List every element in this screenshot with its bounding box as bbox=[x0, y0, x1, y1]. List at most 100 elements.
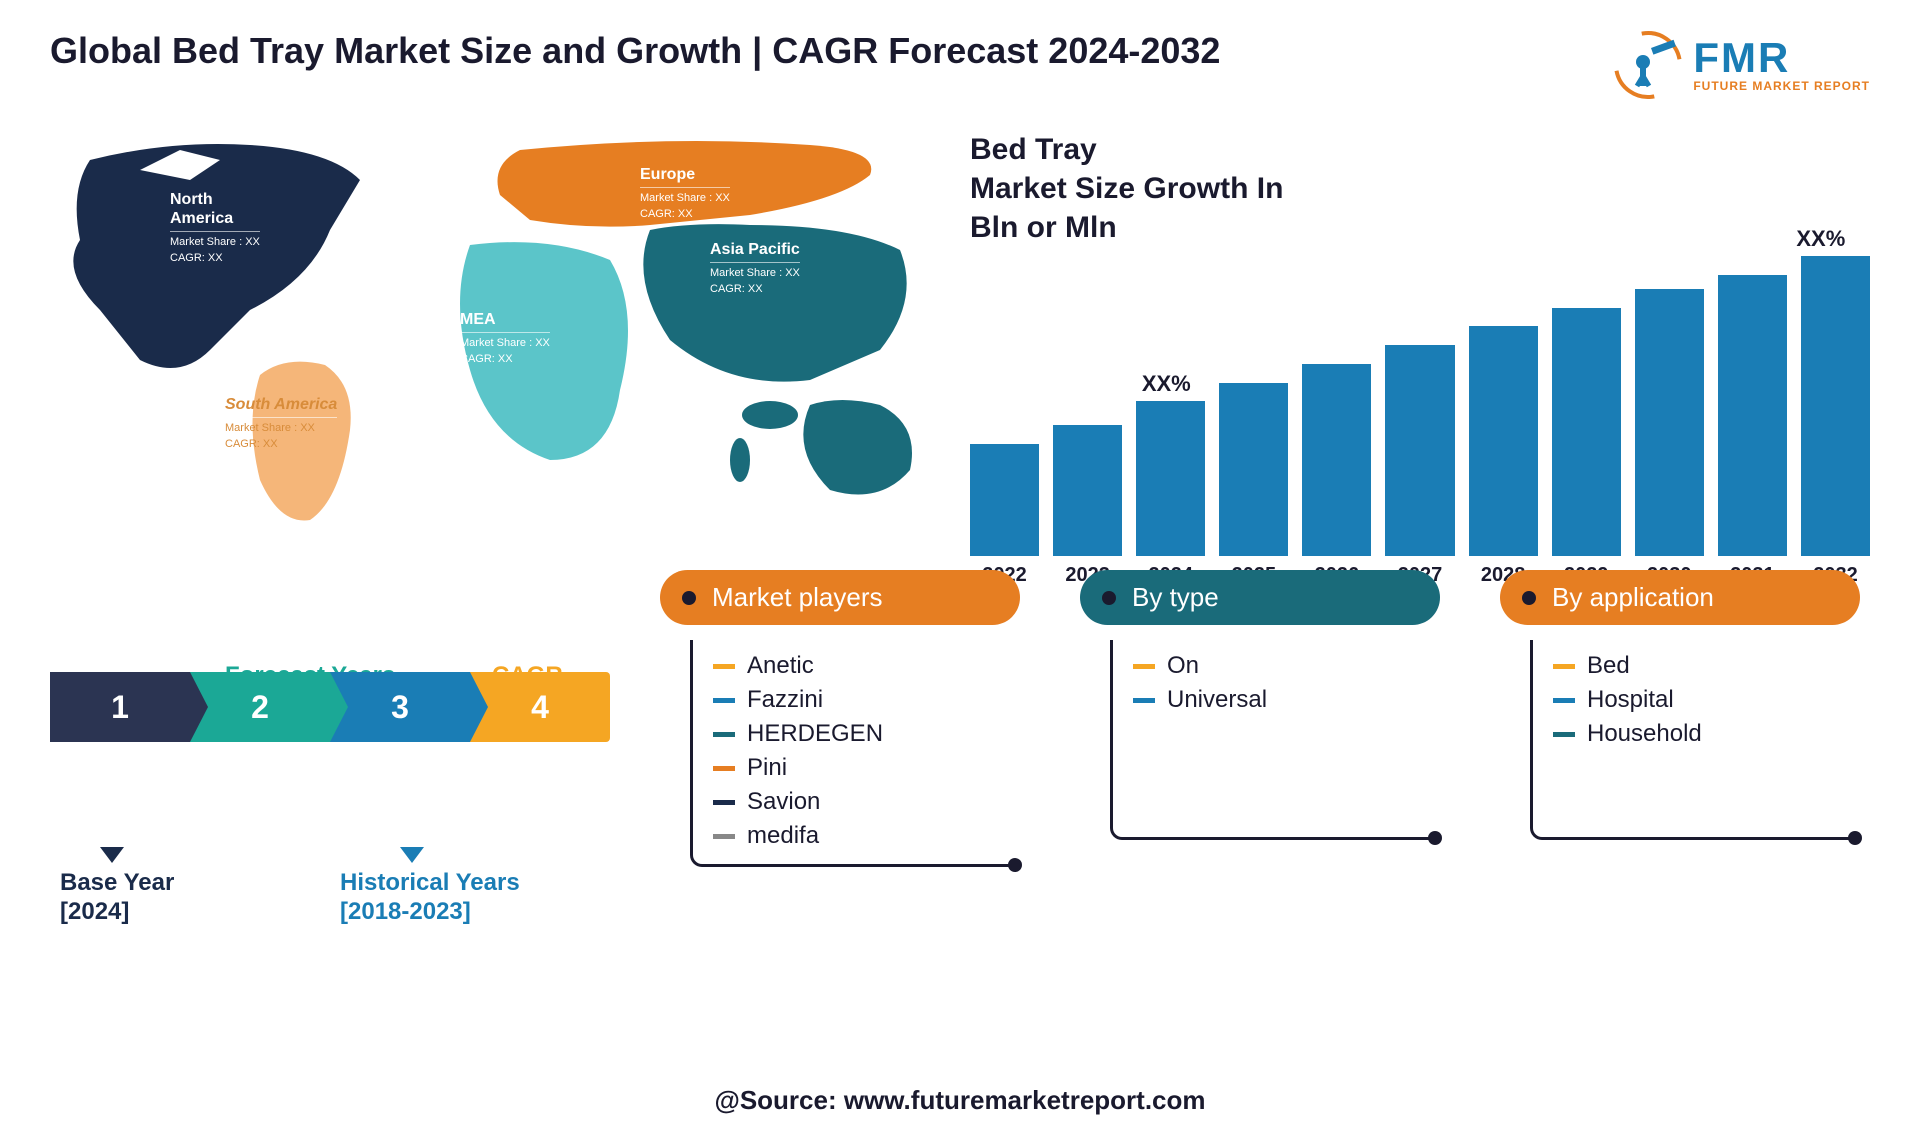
category-item-label: Anetic bbox=[747, 652, 814, 680]
bar-rect bbox=[1552, 308, 1621, 556]
category-block: By application Bed Hospital Househo bbox=[1500, 570, 1860, 867]
category-item: Fazzini bbox=[713, 686, 1020, 714]
bar: 2022 bbox=[970, 444, 1039, 588]
category-item: Universal bbox=[1133, 686, 1440, 714]
logo-sub: FUTURE MARKET REPORT bbox=[1693, 79, 1870, 93]
category-item: Anetic bbox=[713, 652, 1020, 680]
category-body: Bed Hospital Household bbox=[1530, 640, 1860, 840]
category-header: By application bbox=[1500, 570, 1860, 625]
bar-rect bbox=[970, 444, 1039, 557]
category-item: On bbox=[1133, 652, 1440, 680]
page-title: Global Bed Tray Market Size and Growth |… bbox=[50, 30, 1220, 72]
tick-icon bbox=[1133, 664, 1155, 669]
chart-title: Bed Tray Market Size Growth In Bln or Ml… bbox=[970, 130, 1870, 247]
bar-annotation: XX% bbox=[1796, 226, 1845, 252]
region-label: South America Market Share : XXCAGR: XX bbox=[225, 395, 337, 452]
category-header-label: Market players bbox=[712, 582, 883, 613]
bar-rect bbox=[1469, 326, 1538, 556]
category-item-label: Hospital bbox=[1587, 686, 1674, 714]
bar: 2031 bbox=[1718, 275, 1787, 587]
bar-rect bbox=[1302, 364, 1371, 556]
region-label: MEA Market Share : XXCAGR: XX bbox=[460, 310, 550, 367]
region-label: Asia Pacific Market Share : XXCAGR: XX bbox=[710, 240, 800, 297]
logo: FMR FUTURE MARKET REPORT bbox=[1613, 30, 1870, 100]
category-item-label: Bed bbox=[1587, 652, 1630, 680]
category-item-label: medifa bbox=[747, 822, 819, 850]
category-body: On Universal bbox=[1110, 640, 1440, 840]
tick-icon bbox=[713, 834, 735, 839]
historical-label: Historical Years [2018-2023] bbox=[340, 847, 520, 927]
header: Global Bed Tray Market Size and Growth |… bbox=[50, 30, 1870, 100]
category-header: Market players bbox=[660, 570, 1020, 625]
telescope-icon bbox=[1613, 30, 1683, 100]
bar-container: 2022 2023 2024 2025 2026 2027 2028 2029 … bbox=[970, 267, 1870, 587]
category-item-label: Fazzini bbox=[747, 686, 823, 714]
bar-rect bbox=[1385, 345, 1454, 556]
base-year-label: Base Year [2024] bbox=[60, 847, 174, 927]
bar: 2024 bbox=[1136, 401, 1205, 587]
tick-icon bbox=[1133, 698, 1155, 703]
timeline-bar: 1234 bbox=[50, 672, 610, 742]
bar-rect bbox=[1635, 289, 1704, 556]
region-label: North America Market Share : XXCAGR: XX bbox=[170, 190, 260, 266]
dot-icon bbox=[682, 591, 696, 605]
tick-icon bbox=[713, 698, 735, 703]
category-item-label: Universal bbox=[1167, 686, 1267, 714]
category-item: medifa bbox=[713, 822, 1020, 850]
timeline-step: 3 bbox=[330, 672, 470, 742]
tick-icon bbox=[1553, 698, 1575, 703]
region-label: Europe Market Share : XXCAGR: XX bbox=[640, 165, 730, 222]
timeline-step: 2 bbox=[190, 672, 330, 742]
category-header-label: By application bbox=[1552, 582, 1714, 613]
source-text: @Source: www.futuremarketreport.com bbox=[714, 1085, 1205, 1116]
bar-chart: Bed Tray Market Size Growth In Bln or Ml… bbox=[970, 130, 1870, 587]
category-block: Market players Anetic Fazzini HERDE bbox=[660, 570, 1020, 867]
timeline-step: 4 bbox=[470, 672, 610, 742]
chart-title-line3: Bln or Mln bbox=[970, 211, 1117, 244]
bar-rect bbox=[1801, 256, 1870, 556]
category-header: By type bbox=[1080, 570, 1440, 625]
categories-row: Market players Anetic Fazzini HERDE bbox=[660, 570, 1860, 867]
category-item-label: Savion bbox=[747, 788, 820, 816]
category-item: HERDEGEN bbox=[713, 720, 1020, 748]
bar: 2028 bbox=[1469, 326, 1538, 587]
tick-icon bbox=[713, 800, 735, 805]
world-map: North America Market Share : XXCAGR: XX S… bbox=[50, 130, 930, 530]
bar: 2032 bbox=[1801, 256, 1870, 587]
category-block: By type On Universal bbox=[1080, 570, 1440, 867]
category-body: Anetic Fazzini HERDEGEN Pini bbox=[690, 640, 1020, 867]
logo-text: FMR FUTURE MARKET REPORT bbox=[1693, 37, 1870, 93]
bar-rect bbox=[1718, 275, 1787, 556]
category-item: Pini bbox=[713, 754, 1020, 782]
bar: 2030 bbox=[1635, 289, 1704, 587]
category-item: Household bbox=[1553, 720, 1860, 748]
bar: 2023 bbox=[1053, 425, 1122, 587]
bar: 2026 bbox=[1302, 364, 1371, 587]
logo-main: FMR bbox=[1693, 37, 1870, 79]
bar-annotation: XX% bbox=[1142, 371, 1191, 397]
tick-icon bbox=[713, 664, 735, 669]
timeline-step: 1 bbox=[50, 672, 190, 742]
triangle-down-icon bbox=[400, 847, 424, 863]
tick-icon bbox=[1553, 664, 1575, 669]
tick-icon bbox=[713, 732, 735, 737]
chart-title-line2: Market Size Growth In bbox=[970, 172, 1283, 205]
timeline: Forecast Years [2024-2032] CAGR XX%% 123… bbox=[50, 672, 630, 742]
category-item-label: HERDEGEN bbox=[747, 720, 883, 748]
category-item: Savion bbox=[713, 788, 1020, 816]
tick-icon bbox=[1553, 732, 1575, 737]
tick-icon bbox=[713, 766, 735, 771]
bar: 2029 bbox=[1552, 308, 1621, 587]
category-item: Hospital bbox=[1553, 686, 1860, 714]
bar: 2025 bbox=[1219, 383, 1288, 587]
chart-title-line1: Bed Tray bbox=[970, 133, 1097, 166]
triangle-down-icon bbox=[100, 847, 124, 863]
bar-rect bbox=[1136, 401, 1205, 556]
bar: 2027 bbox=[1385, 345, 1454, 587]
category-item-label: On bbox=[1167, 652, 1199, 680]
category-item-label: Household bbox=[1587, 720, 1702, 748]
bar-rect bbox=[1053, 425, 1122, 556]
category-header-label: By type bbox=[1132, 582, 1219, 613]
bar-rect bbox=[1219, 383, 1288, 556]
main-row: North America Market Share : XXCAGR: XX S… bbox=[50, 130, 1870, 587]
